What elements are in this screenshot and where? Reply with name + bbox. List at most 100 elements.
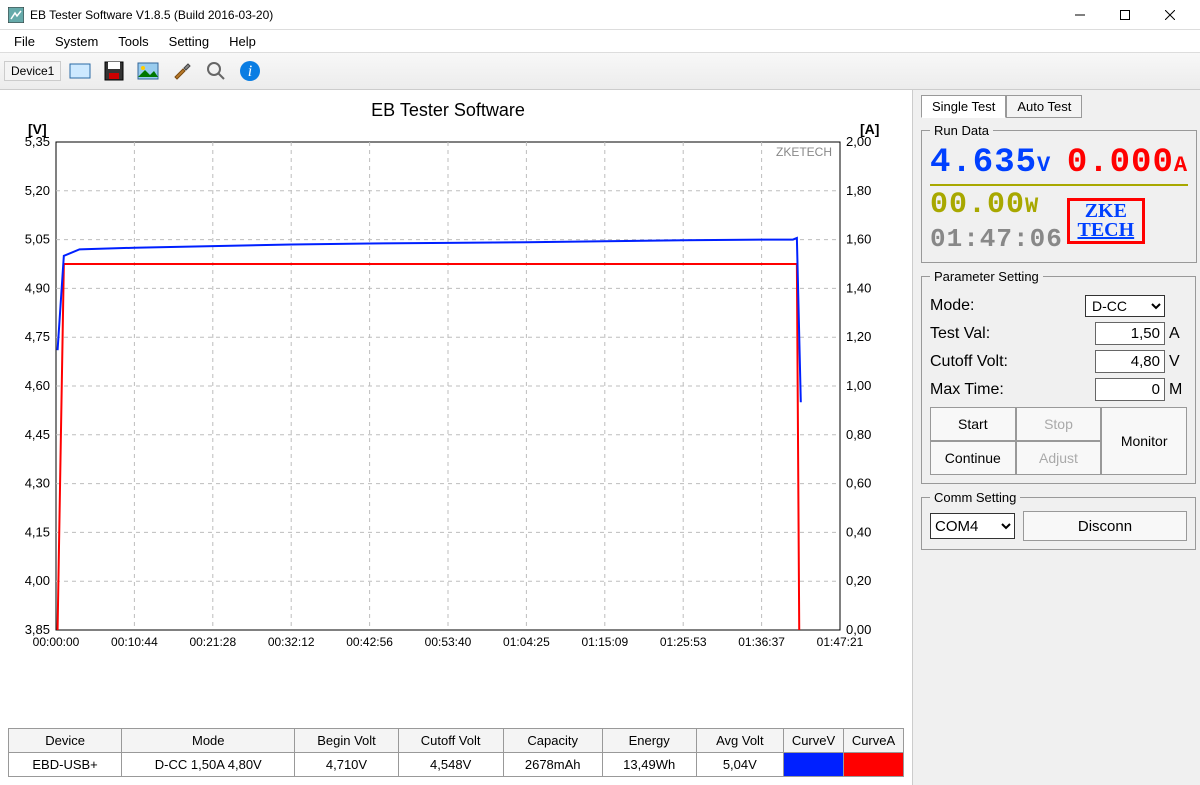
table-cell: EBD-USB+ bbox=[9, 753, 122, 777]
side-panel: Single Test Auto Test Run Data 4.635V 0.… bbox=[912, 90, 1200, 785]
app-icon bbox=[8, 7, 24, 23]
col-header: Begin Volt bbox=[295, 729, 398, 753]
device-tab[interactable]: Device1 bbox=[4, 61, 61, 81]
brand-logo: ZKETECH bbox=[1067, 198, 1145, 244]
save-icon[interactable] bbox=[99, 56, 129, 86]
svg-text:00:00:00: 00:00:00 bbox=[33, 635, 80, 649]
svg-text:00:42:56: 00:42:56 bbox=[346, 635, 393, 649]
table-cell bbox=[784, 753, 844, 777]
col-header: Cutoff Volt bbox=[398, 729, 503, 753]
tab-single-test[interactable]: Single Test bbox=[921, 95, 1006, 118]
readout-voltage: 4.635 bbox=[930, 144, 1037, 182]
svg-text:01:25:53: 01:25:53 bbox=[660, 635, 707, 649]
tab-auto-test[interactable]: Auto Test bbox=[1006, 95, 1082, 118]
svg-text:0,60: 0,60 bbox=[846, 476, 871, 491]
testval-label: Test Val: bbox=[930, 325, 1095, 343]
svg-text:4,75: 4,75 bbox=[25, 329, 50, 344]
readout-power: 00.00 bbox=[930, 188, 1025, 222]
col-header: Device bbox=[9, 729, 122, 753]
cutoff-input[interactable] bbox=[1095, 350, 1165, 373]
param-legend: Parameter Setting bbox=[930, 269, 1043, 284]
unit-a: A bbox=[1174, 153, 1188, 178]
svg-text:1,60: 1,60 bbox=[846, 232, 871, 247]
com-port-select[interactable]: COM4 bbox=[930, 513, 1015, 539]
side-tabs: Single Test Auto Test bbox=[921, 94, 1196, 117]
chart: 5,352,005,201,805,051,604,901,404,751,20… bbox=[8, 98, 888, 658]
search-icon[interactable] bbox=[201, 56, 231, 86]
col-header: Capacity bbox=[503, 729, 602, 753]
svg-text:4,45: 4,45 bbox=[25, 427, 50, 442]
svg-text:EB Tester Software: EB Tester Software bbox=[371, 100, 525, 120]
minimize-button[interactable] bbox=[1057, 1, 1102, 29]
menu-file[interactable]: File bbox=[4, 32, 45, 51]
start-button[interactable]: Start bbox=[930, 407, 1016, 441]
svg-text:i: i bbox=[248, 63, 252, 80]
col-header: CurveV bbox=[784, 729, 844, 753]
result-table: DeviceModeBegin VoltCutoff VoltCapacityE… bbox=[8, 728, 904, 777]
title-bar: EB Tester Software V1.8.5 (Build 2016-03… bbox=[0, 0, 1200, 30]
svg-text:01:04:25: 01:04:25 bbox=[503, 635, 550, 649]
readout-current: 0.000 bbox=[1067, 144, 1174, 182]
close-button[interactable] bbox=[1147, 1, 1192, 29]
comm-legend: Comm Setting bbox=[930, 490, 1020, 505]
mode-select[interactable]: D-CC bbox=[1085, 295, 1165, 317]
svg-text:[V]: [V] bbox=[28, 121, 47, 137]
info-icon[interactable]: i bbox=[235, 56, 265, 86]
menu-help[interactable]: Help bbox=[219, 32, 266, 51]
chart-panel: 5,352,005,201,805,051,604,901,404,751,20… bbox=[0, 90, 912, 785]
svg-text:0,80: 0,80 bbox=[846, 427, 871, 442]
tools-icon[interactable] bbox=[167, 56, 197, 86]
disconnect-button[interactable]: Disconn bbox=[1023, 511, 1187, 541]
svg-text:0,40: 0,40 bbox=[846, 524, 871, 539]
maxtime-unit: M bbox=[1169, 381, 1187, 399]
svg-text:ZKETECH: ZKETECH bbox=[776, 145, 832, 159]
menu-tools[interactable]: Tools bbox=[108, 32, 158, 51]
table-cell: D-CC 1,50A 4,80V bbox=[122, 753, 295, 777]
svg-text:1,80: 1,80 bbox=[846, 183, 871, 198]
table-cell: 13,49Wh bbox=[602, 753, 696, 777]
adjust-button[interactable]: Adjust bbox=[1016, 441, 1102, 475]
col-header: Avg Volt bbox=[696, 729, 783, 753]
parameter-setting-group: Parameter Setting Mode: D-CC Test Val: A… bbox=[921, 269, 1196, 484]
open-icon[interactable] bbox=[65, 56, 95, 86]
testval-input[interactable] bbox=[1095, 322, 1165, 345]
col-header: CurveA bbox=[844, 729, 904, 753]
svg-text:00:32:12: 00:32:12 bbox=[268, 635, 315, 649]
menu-setting[interactable]: Setting bbox=[159, 32, 219, 51]
svg-text:01:47:21: 01:47:21 bbox=[817, 635, 864, 649]
menu-system[interactable]: System bbox=[45, 32, 108, 51]
testval-unit: A bbox=[1169, 325, 1187, 343]
svg-text:4,15: 4,15 bbox=[25, 524, 50, 539]
svg-text:1,40: 1,40 bbox=[846, 280, 871, 295]
maximize-button[interactable] bbox=[1102, 1, 1147, 29]
svg-text:01:15:09: 01:15:09 bbox=[581, 635, 628, 649]
cutoff-label: Cutoff Volt: bbox=[930, 353, 1095, 371]
table-cell: 5,04V bbox=[696, 753, 783, 777]
maxtime-label: Max Time: bbox=[930, 381, 1095, 399]
svg-text:00:21:28: 00:21:28 bbox=[189, 635, 236, 649]
svg-text:1,00: 1,00 bbox=[846, 378, 871, 393]
table-cell: 2678mAh bbox=[503, 753, 602, 777]
svg-text:[A]: [A] bbox=[860, 121, 879, 137]
svg-text:00:10:44: 00:10:44 bbox=[111, 635, 158, 649]
run-data-group: Run Data 4.635V 0.000A 00.00W ZKETECH 01… bbox=[921, 123, 1197, 263]
svg-text:01:36:37: 01:36:37 bbox=[738, 635, 785, 649]
mode-label: Mode: bbox=[930, 297, 1085, 315]
menu-bar: File System Tools Setting Help bbox=[0, 30, 1200, 52]
picture-icon[interactable] bbox=[133, 56, 163, 86]
svg-text:5,20: 5,20 bbox=[25, 183, 50, 198]
svg-text:4,00: 4,00 bbox=[25, 573, 50, 588]
col-header: Energy bbox=[602, 729, 696, 753]
maxtime-input[interactable] bbox=[1095, 378, 1165, 401]
run-data-legend: Run Data bbox=[930, 123, 993, 138]
unit-w: W bbox=[1025, 194, 1039, 219]
svg-text:0,20: 0,20 bbox=[846, 573, 871, 588]
monitor-button[interactable]: Monitor bbox=[1101, 407, 1187, 475]
svg-text:00:53:40: 00:53:40 bbox=[425, 635, 472, 649]
stop-button[interactable]: Stop bbox=[1016, 407, 1102, 441]
svg-text:4,60: 4,60 bbox=[25, 378, 50, 393]
toolbar: Device1 i bbox=[0, 52, 1200, 90]
svg-text:1,20: 1,20 bbox=[846, 329, 871, 344]
unit-v: V bbox=[1037, 153, 1051, 178]
continue-button[interactable]: Continue bbox=[930, 441, 1016, 475]
